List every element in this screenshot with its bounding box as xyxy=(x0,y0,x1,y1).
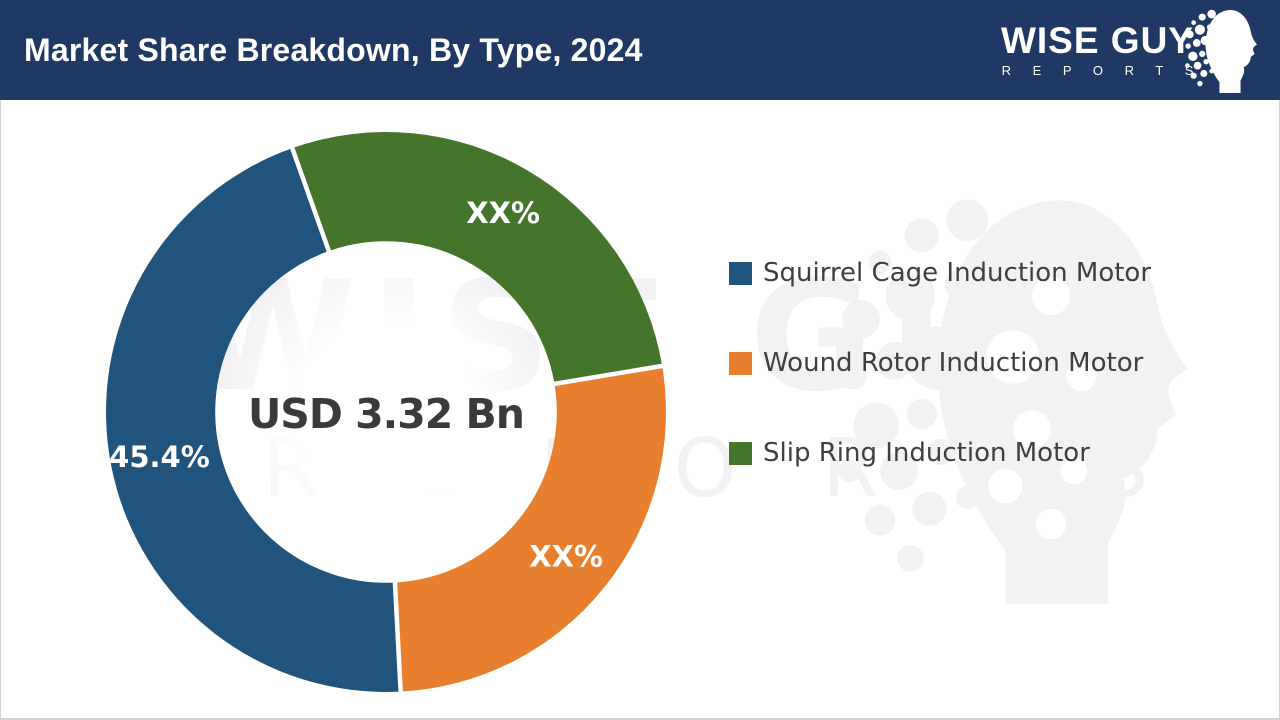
logo-wordmark: WISE GUY xyxy=(1000,20,1194,61)
donut-hole-highlight xyxy=(217,243,555,581)
legend-item-squirrel-cage: Squirrel Cage Induction Motor xyxy=(729,258,1151,288)
slice-label-1: XX% xyxy=(466,196,540,230)
slice-separator xyxy=(392,579,403,693)
donut-slice-2 xyxy=(394,365,666,692)
donut-slice-1 xyxy=(292,132,663,384)
page-title: Market Share Breakdown, By Type, 2024 xyxy=(24,31,643,68)
legend-swatch-green xyxy=(729,441,752,465)
donut-chart: USD 3.32 Bn 45.4% XX% XX% xyxy=(105,132,666,693)
slice-separator xyxy=(289,146,332,255)
legend-item-slip-ring: Slip Ring Induction Motor xyxy=(729,438,1151,468)
header-bar: Market Share Breakdown, By Type, 2024 WI… xyxy=(0,0,1280,100)
slice-label-0: 45.4% xyxy=(109,440,210,474)
chart-area: WISE GUY R E P O R T S USD 3.32 Bn 45.4% X… xyxy=(0,100,1280,720)
logo-text: WISE GUY R E P O R T S xyxy=(1001,22,1194,78)
legend-swatch-orange xyxy=(729,351,752,375)
face-logo-icon xyxy=(1180,7,1262,93)
legend-swatch-blue xyxy=(729,261,752,285)
legend-label: Squirrel Cage Induction Motor xyxy=(763,258,1152,288)
center-value-label: USD 3.32 Bn xyxy=(248,390,524,438)
logo-subtitle: R E P O R T S xyxy=(1001,63,1203,78)
legend-label: Slip Ring Induction Motor xyxy=(763,438,1090,468)
slice-separator xyxy=(551,363,664,387)
legend-item-wound-rotor: Wound Rotor Induction Motor xyxy=(729,348,1151,378)
slice-label-2: XX% xyxy=(529,540,603,574)
chart-legend: Squirrel Cage Induction Motor Wound Roto… xyxy=(729,258,1151,528)
wise-guy-logo: WISE GUY R E P O R T S xyxy=(1001,7,1262,93)
donut-slice-0 xyxy=(105,148,401,693)
legend-label: Wound Rotor Induction Motor xyxy=(763,348,1144,378)
